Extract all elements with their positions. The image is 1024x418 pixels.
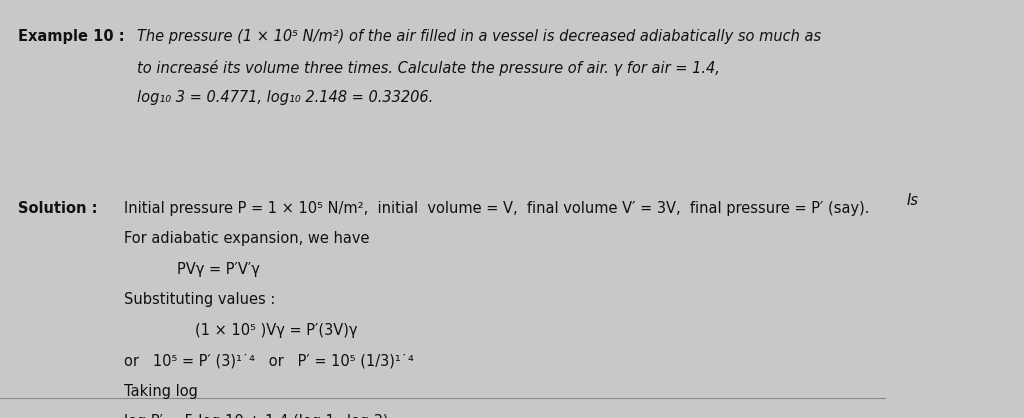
Text: Example 10 :: Example 10 : xyxy=(17,29,129,44)
Text: or   10⁵ = P′ (3)¹˙⁴   or   P′ = 10⁵ (1/3)¹˙⁴: or 10⁵ = P′ (3)¹˙⁴ or P′ = 10⁵ (1/3)¹˙⁴ xyxy=(124,353,414,368)
Text: Substituting values :: Substituting values : xyxy=(124,292,275,307)
Text: to increasé its volume three times. Calculate the pressure of air. γ for air = 1: to increasé its volume three times. Calc… xyxy=(137,60,720,76)
Text: The pressure (1 × 10⁵ N/m²) of the air filled in a vessel is decreased adiabatic: The pressure (1 × 10⁵ N/m²) of the air f… xyxy=(137,29,821,44)
Text: PVγ = P′V′γ: PVγ = P′V′γ xyxy=(177,262,260,277)
Text: log₁₀ 3 = 0.4771, log₁₀ 2.148 = 0.33206.: log₁₀ 3 = 0.4771, log₁₀ 2.148 = 0.33206. xyxy=(137,90,433,105)
Text: log P′ = 5 log 10 + 1.4 (log 1– log 3): log P′ = 5 log 10 + 1.4 (log 1– log 3) xyxy=(124,414,388,418)
Text: (1 × 10⁵ )Vγ = P′(3V)γ: (1 × 10⁵ )Vγ = P′(3V)γ xyxy=(195,323,357,338)
Text: For adiabatic expansion, we have: For adiabatic expansion, we have xyxy=(124,231,370,246)
Text: Solution :: Solution : xyxy=(17,201,97,216)
Text: Initial pressure P = 1 × 10⁵ N/m²,  initial  volume = V,  final volume V′ = 3V, : Initial pressure P = 1 × 10⁵ N/m², initi… xyxy=(124,201,869,216)
Text: Is: Is xyxy=(906,193,919,208)
Text: Taking log: Taking log xyxy=(124,384,198,399)
